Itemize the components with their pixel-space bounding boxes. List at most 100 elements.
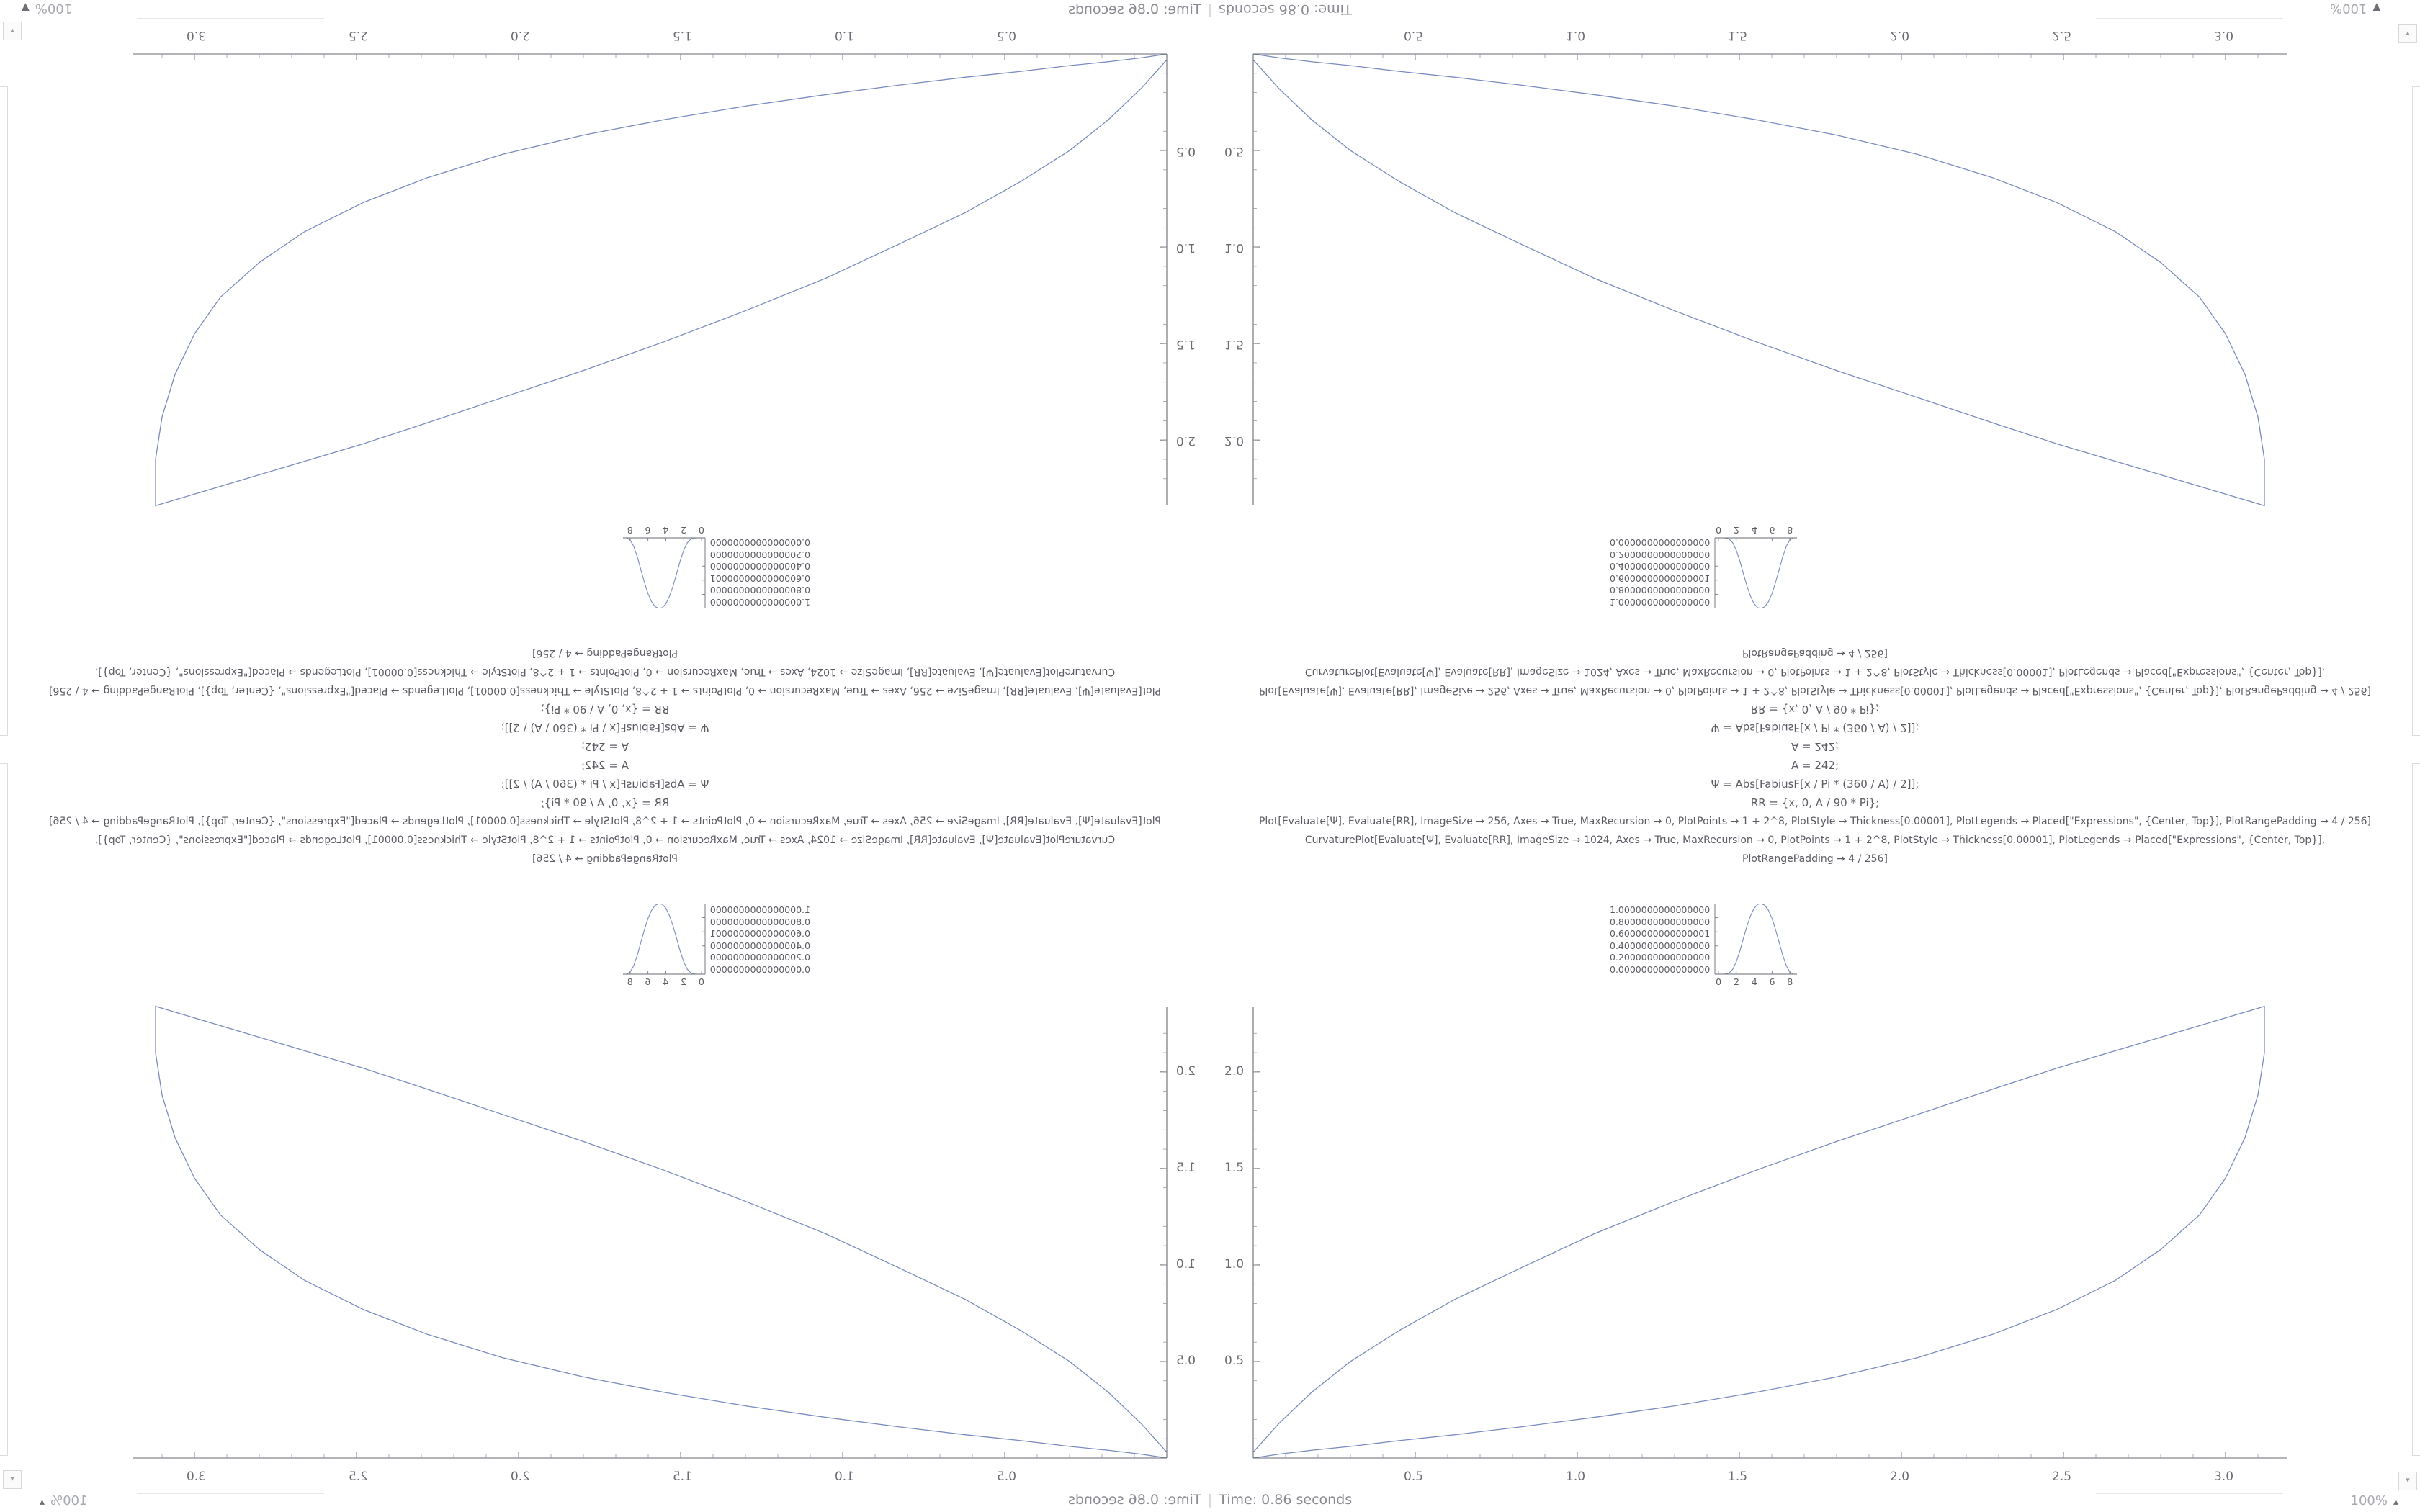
legend-x-tick-label: 8 <box>1787 976 1793 987</box>
main-y-tick-label: 1.0 <box>1175 1256 1196 1272</box>
cell-bracket-right-lower[interactable] <box>2412 763 2420 1456</box>
legend-x-tick-label: 4 <box>663 976 669 987</box>
legend-y-tick-label: 0.4000000000000000 <box>1610 940 1711 951</box>
main-curve-svg <box>133 1005 1168 1459</box>
zoom-level-label-bottom-right: 100% <box>2350 1493 2388 1508</box>
main-x-tick-label: 1.5 <box>1728 28 1748 42</box>
cell-bracket-right-upper[interactable] <box>2412 86 2420 736</box>
legend-x-tick-label: 8 <box>627 525 633 536</box>
code-line[interactable]: A = 242; <box>581 759 629 772</box>
legend-plot-container: 1.0000000000000000 0.8000000000000000 0.60… <box>1610 525 1798 609</box>
divider-bottom-left <box>137 1493 324 1494</box>
notebook-quadrant-top-right: 1.0000000000000000 0.8000000000000000 0.60… <box>1210 11 2420 756</box>
legend-y-axis-labels: 1.0000000000000000 0.8000000000000000 0.60… <box>1610 536 1712 608</box>
main-x-tick-label: 2.5 <box>2052 28 2072 42</box>
code-line[interactable]: Plot[Evaluate[Ψ], Evaluate[RR], ImageSiz… <box>1258 685 2372 696</box>
main-x-tick-label: 3.0 <box>2214 28 2234 42</box>
legend-x-tick-label: 2 <box>1733 525 1739 536</box>
input-code-cell[interactable]: A = 242; Ψ = Abs[FabiusF[x / Pi * (360 / … <box>0 644 1210 756</box>
code-line[interactable]: PlotRangePadding → 4 / 256] <box>1742 853 1888 865</box>
code-line[interactable]: Ψ = Abs[FabiusF[x / Pi * (360 / A) / 2]]… <box>501 721 709 734</box>
code-line[interactable]: Plot[Evaluate[Ψ], Evaluate[RR], ImageSiz… <box>1258 816 2372 827</box>
legend-curve-svg <box>622 903 706 975</box>
code-line[interactable]: A = 242; <box>581 740 629 753</box>
legend-y-axis-labels: 1.0000000000000000 0.8000000000000000 0.60… <box>1610 904 1712 976</box>
scroll-up-button-left[interactable]: ▴ <box>3 22 22 40</box>
legend-y-tick-label: 0.0000000000000000 <box>709 537 810 549</box>
main-y-tick-label: 1.0 <box>1224 240 1245 256</box>
main-x-tick-label: 1.0 <box>1566 1470 1586 1484</box>
notebook-content-tl: 1.0000000000000000 0.8000000000000000 0.60… <box>0 11 1210 756</box>
code-line[interactable]: PlotRangePadding → 4 / 256] <box>1742 647 1888 659</box>
code-line[interactable]: RR = {x, 0, A / 90 * Pi}; <box>1750 703 1880 716</box>
main-x-tick-label: 2.5 <box>348 28 368 42</box>
code-line[interactable]: PlotRangePadding → 4 / 256] <box>532 853 678 865</box>
scroll-down-button-right[interactable]: ▾ <box>2398 1472 2417 1490</box>
legend-y-tick-label: 0.6000000000000001 <box>1610 928 1711 939</box>
code-line[interactable]: CurvaturePlot[Evaluate[Ψ], Evaluate[RR],… <box>94 834 1116 846</box>
legend-y-tick-label: 1.0000000000000000 <box>1610 597 1711 608</box>
main-x-tick-label: 1.0 <box>834 28 854 42</box>
main-x-tick-label: 2.0 <box>510 28 530 42</box>
legend-x-tick-label: 8 <box>627 976 633 987</box>
main-y-tick-label: 0.5 <box>1224 144 1245 159</box>
main-y-tick-label: 1.5 <box>1224 337 1245 352</box>
cell-bracket-left-upper[interactable] <box>0 86 8 736</box>
main-y-tick-label: 1.5 <box>1175 1160 1196 1175</box>
main-x-tick-label: 0.5 <box>1404 1470 1424 1484</box>
legend-y-tick-label: 0.8000000000000000 <box>1610 585 1711 596</box>
code-line[interactable]: RR = {x, 0, A / 90 * Pi}; <box>540 796 670 809</box>
main-x-tick-label: 3.0 <box>186 1470 206 1484</box>
main-x-tick-label: 1.5 <box>672 1470 692 1484</box>
scroll-up-button-right[interactable]: ▴ <box>2398 24 2417 43</box>
legend-curve-path <box>1718 903 1794 975</box>
main-x-tick-label: 2.0 <box>1890 28 1910 42</box>
legend-y-tick-label: 0.2000000000000000 <box>1610 549 1711 560</box>
legend-y-tick-label: 0.0000000000000000 <box>1610 963 1711 975</box>
legend-y-tick-label: 0.8000000000000000 <box>709 585 810 596</box>
legend-curve-svg <box>1714 537 1798 609</box>
zoom-control-bottom-left[interactable]: ▴ 100% <box>40 1493 88 1508</box>
main-y-tick-label: 2.0 <box>1175 433 1196 449</box>
code-line[interactable]: CurvaturePlot[Evaluate[Ψ], Evaluate[RR],… <box>1304 666 2326 678</box>
legend-plot-container: 1.0000000000000000 0.8000000000000000 0.60… <box>1610 903 1798 987</box>
main-y-tick-label: 2.0 <box>1175 1063 1196 1079</box>
legend-plot-container: 1.0000000000000000 0.8000000000000000 0.60… <box>622 525 810 609</box>
main-curve-svg <box>133 53 1168 507</box>
code-line[interactable]: A = 242; <box>1791 759 1839 772</box>
zoom-control-bottom-right[interactable]: 100% ▴ <box>2351 1493 2399 1508</box>
bottom-status-bar: Time: 0.86 seconds | Time: 0.86 seconds ▴ 1… <box>0 1490 2420 1512</box>
code-line[interactable]: Plot[Evaluate[Ψ], Evaluate[RR], ImageSiz… <box>48 685 1162 696</box>
chevron-up-icon-bottom-left[interactable]: ▴ <box>40 1496 45 1508</box>
legend-y-tick-label: 0.4000000000000000 <box>1610 561 1711 572</box>
legend-y-tick-label: 0.8000000000000000 <box>1610 916 1711 927</box>
code-line[interactable]: CurvaturePlot[Evaluate[Ψ], Evaluate[RR],… <box>1304 834 2326 846</box>
cell-bracket-left-lower[interactable] <box>0 763 8 1456</box>
main-x-tick-label: 2.0 <box>510 1470 530 1484</box>
code-line[interactable]: A = 242; <box>1791 740 1839 753</box>
input-code-cell[interactable]: A = 242; Ψ = Abs[FabiusF[x / Pi * (360 / … <box>1210 644 2420 756</box>
input-code-cell[interactable]: A = 242; Ψ = Abs[FabiusF[x / Pi * (360 / … <box>1210 756 2420 868</box>
main-curve-path <box>1252 53 2265 507</box>
legend-curve-svg <box>622 537 706 609</box>
legend-x-tick-label: 0 <box>698 976 704 987</box>
legend-y-axis-labels: 1.0000000000000000 0.8000000000000000 0.60… <box>708 536 810 608</box>
scroll-down-button-left[interactable]: ▾ <box>3 1470 22 1489</box>
code-line[interactable]: Plot[Evaluate[Ψ], Evaluate[RR], ImageSiz… <box>48 816 1162 827</box>
code-line[interactable]: Ψ = Abs[FabiusF[x / Pi * (360 / A) / 2]]… <box>501 778 709 791</box>
main-x-tick-label: 2.0 <box>1890 1470 1910 1484</box>
code-line[interactable]: RR = {x, 0, A / 90 * Pi}; <box>540 703 670 716</box>
code-line[interactable]: RR = {x, 0, A / 90 * Pi}; <box>1750 796 1880 809</box>
code-line[interactable]: Ψ = Abs[FabiusF[x / Pi * (360 / A) / 2]]… <box>1711 721 1919 734</box>
code-line[interactable]: Ψ = Abs[FabiusF[x / Pi * (360 / A) / 2]]… <box>1711 778 1919 791</box>
chevron-up-icon-bottom-right[interactable]: ▴ <box>2393 1496 2398 1508</box>
divider-top-left <box>137 18 324 19</box>
legend-y-tick-label: 0.8000000000000000 <box>709 916 810 927</box>
code-line[interactable]: CurvaturePlot[Evaluate[Ψ], Evaluate[RR],… <box>94 666 1116 678</box>
legend-y-tick-label: 1.0000000000000000 <box>709 597 810 608</box>
main-y-tick-label: 2.0 <box>1224 1063 1245 1079</box>
input-code-cell[interactable]: A = 242; Ψ = Abs[FabiusF[x / Pi * (360 / … <box>0 756 1210 868</box>
code-line[interactable]: PlotRangePadding → 4 / 256] <box>532 647 678 659</box>
